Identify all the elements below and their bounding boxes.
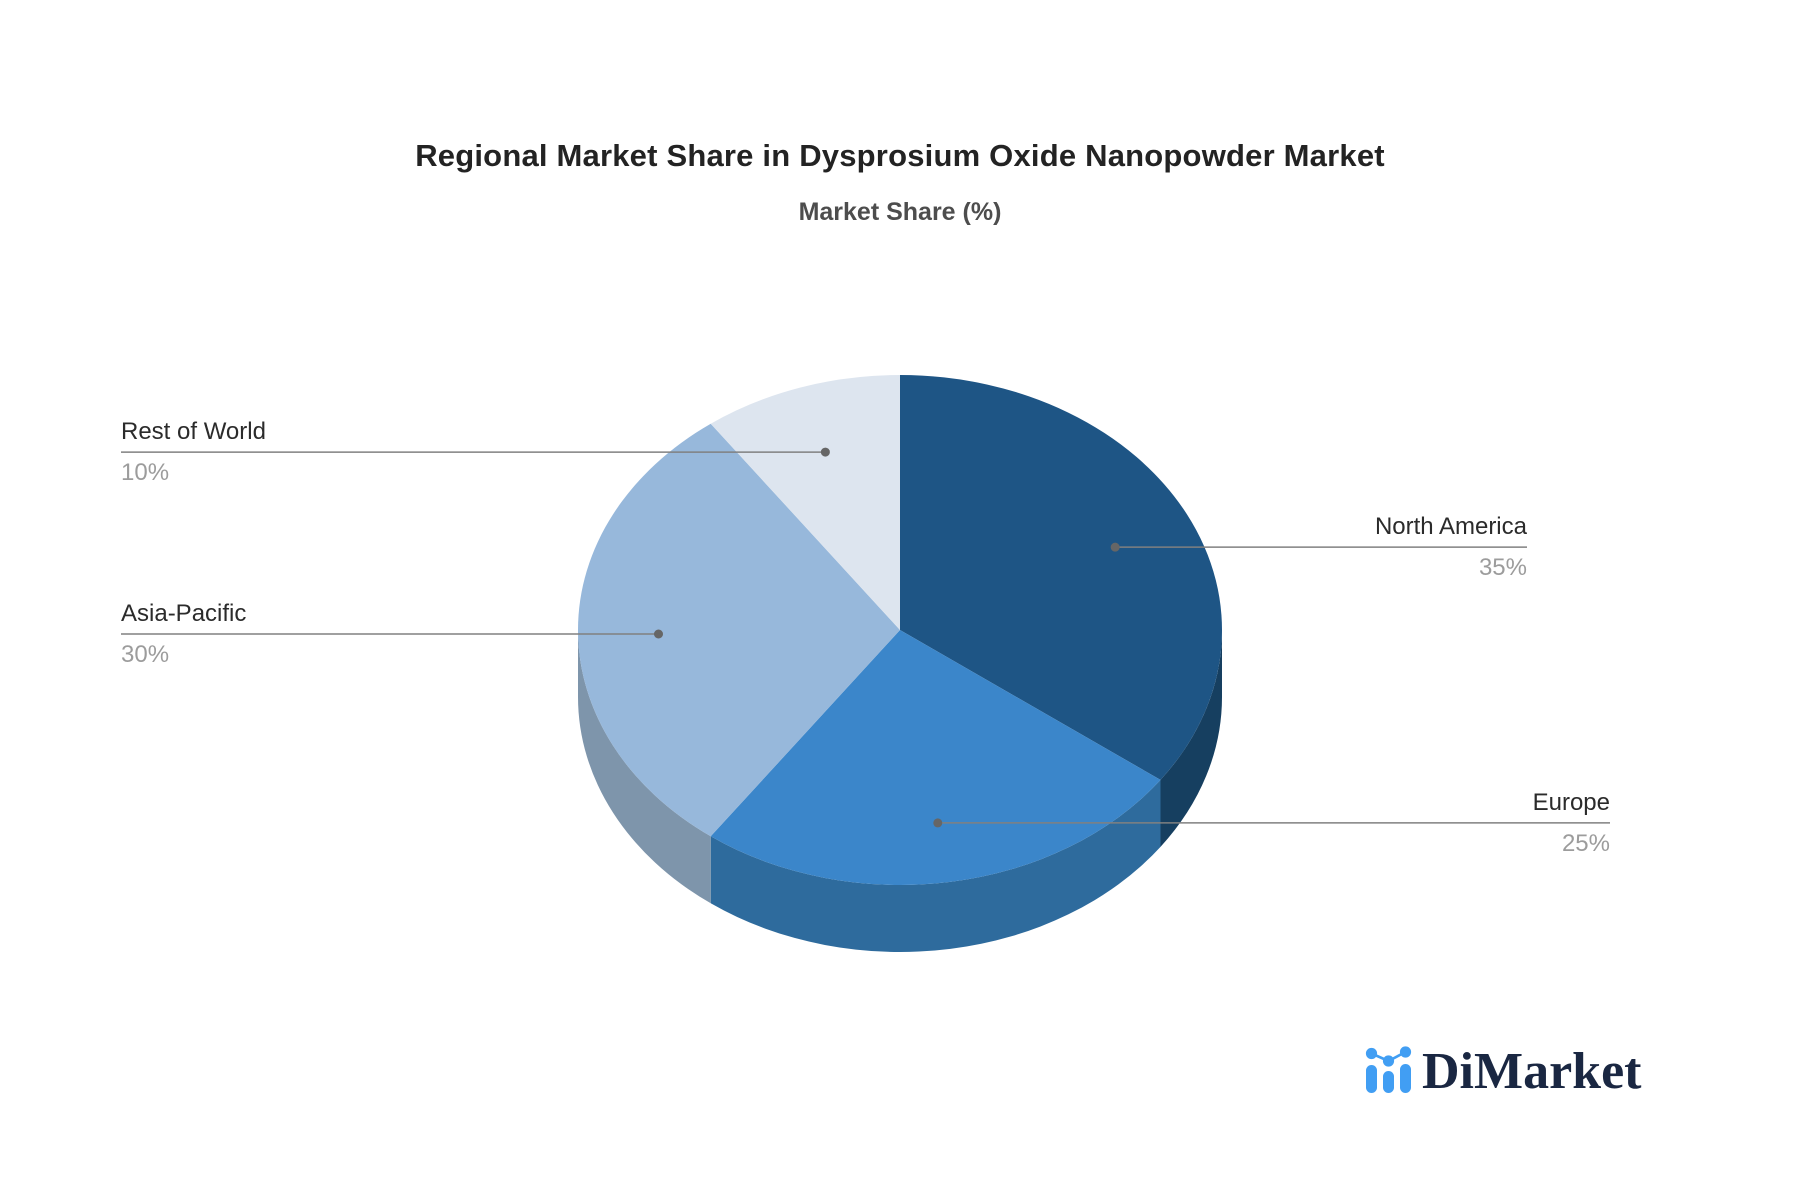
slice-label-rest-of-world: Rest of World <box>121 418 266 445</box>
pie-leader-lines <box>121 447 1610 828</box>
leader-dot-rest-of-world <box>820 447 830 457</box>
bar-line-chart-icon <box>1365 1046 1412 1093</box>
pie-slice-asia-pacific[interactable] <box>577 423 900 837</box>
chart-title: Regional Market Share in Dysprosium Oxid… <box>415 138 1385 173</box>
slice-value-north-america: 35% <box>1478 554 1527 581</box>
pie-side-asia-pacific <box>578 630 711 904</box>
slice-value-rest-of-world: 10% <box>121 459 170 486</box>
pie-depth-sides <box>578 630 1222 953</box>
leader-dot-north-america <box>1110 542 1120 552</box>
chart-subtitle: Market Share (%) <box>798 198 1002 226</box>
pie-slice-north-america[interactable] <box>900 375 1223 780</box>
slice-value-asia-pacific: 30% <box>121 641 170 668</box>
slice-label-europe: Europe <box>1532 789 1610 816</box>
brand-logo: DiMarket <box>1360 1038 1641 1100</box>
leader-dot-asia-pacific <box>654 629 663 639</box>
leader-dot-europe <box>933 818 943 828</box>
brand-name: DiMarket <box>1422 1043 1642 1100</box>
slice-label-north-america: North America <box>1374 513 1527 540</box>
slice-label-asia-pacific: Asia-Pacific <box>121 600 247 627</box>
pie-side-north-america <box>1160 630 1222 847</box>
pie-top-faces <box>577 375 1223 886</box>
slice-value-europe: 25% <box>1561 830 1610 857</box>
pie-slice-rest-of-world[interactable] <box>710 375 900 630</box>
pie-side-europe <box>710 779 1161 953</box>
pie-slice-europe[interactable] <box>710 630 1161 886</box>
